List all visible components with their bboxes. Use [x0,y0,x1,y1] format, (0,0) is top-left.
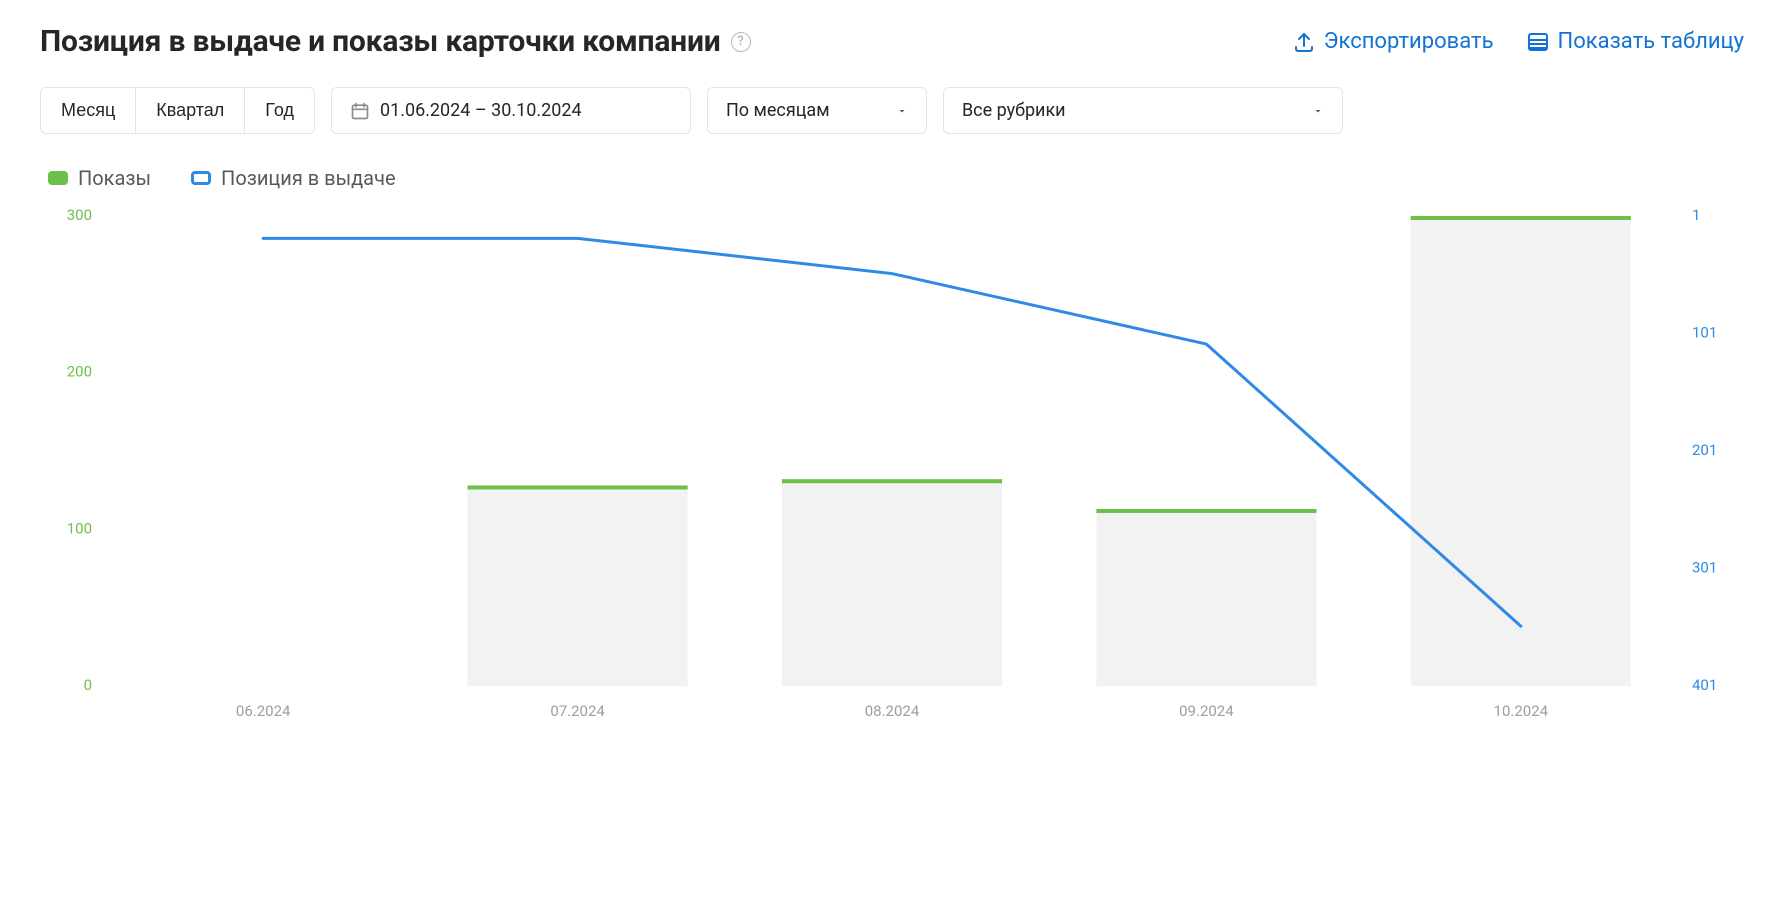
legend-swatch-bar-icon [48,171,68,185]
caret-down-icon [1312,105,1324,117]
export-button[interactable]: Экспортировать [1292,29,1494,54]
svg-text:06.2024: 06.2024 [236,702,291,720]
legend-item-bars[interactable]: Показы [48,166,151,190]
caret-down-icon [896,105,908,117]
period-tab-month[interactable]: Месяц [41,88,136,133]
svg-text:07.2024: 07.2024 [550,702,605,720]
svg-text:301: 301 [1692,558,1717,576]
legend-label-bars: Показы [78,166,151,190]
svg-text:10.2024: 10.2024 [1494,702,1549,720]
table-icon [1526,30,1550,54]
chart-container: 0 100 200 300 1 101 201 301 401 06.2024 07.2024 08.… [40,206,1744,736]
show-table-label: Показать таблицу [1558,29,1744,54]
category-value: Все рубрики [962,100,1066,121]
svg-text:200: 200 [67,363,92,381]
legend-swatch-line-icon [191,171,211,185]
svg-text:101: 101 [1692,323,1717,341]
svg-text:100: 100 [67,519,92,537]
svg-text:300: 300 [67,206,92,224]
svg-text:0: 0 [84,676,92,694]
combo-chart: 0 100 200 300 1 101 201 301 401 06.2024 07.2024 08.… [40,206,1744,736]
help-icon[interactable]: ? [731,32,751,52]
grouping-value: По месяцам [726,100,830,121]
svg-text:08.2024: 08.2024 [865,702,920,720]
legend-item-line[interactable]: Позиция в выдаче [191,166,396,190]
period-tab-year[interactable]: Год [245,88,314,133]
svg-text:201: 201 [1692,441,1717,459]
show-table-button[interactable]: Показать таблицу [1526,29,1744,54]
period-tab-quarter[interactable]: Квартал [136,88,245,133]
grouping-select[interactable]: По месяцам [707,87,927,134]
export-icon [1292,30,1316,54]
date-range-picker[interactable]: 01.06.2024 – 30.10.2024 [331,87,691,134]
export-label: Экспортировать [1324,29,1494,54]
legend-label-line: Позиция в выдаче [221,166,396,190]
svg-text:1: 1 [1692,206,1700,224]
page-title: Позиция в выдаче и показы карточки компа… [40,24,721,59]
svg-text:09.2024: 09.2024 [1179,702,1234,720]
svg-text:401: 401 [1692,676,1717,694]
period-segmented: Месяц Квартал Год [40,87,315,134]
calendar-icon [350,101,370,121]
category-select[interactable]: Все рубрики [943,87,1343,134]
date-range-value: 01.06.2024 – 30.10.2024 [380,100,582,121]
